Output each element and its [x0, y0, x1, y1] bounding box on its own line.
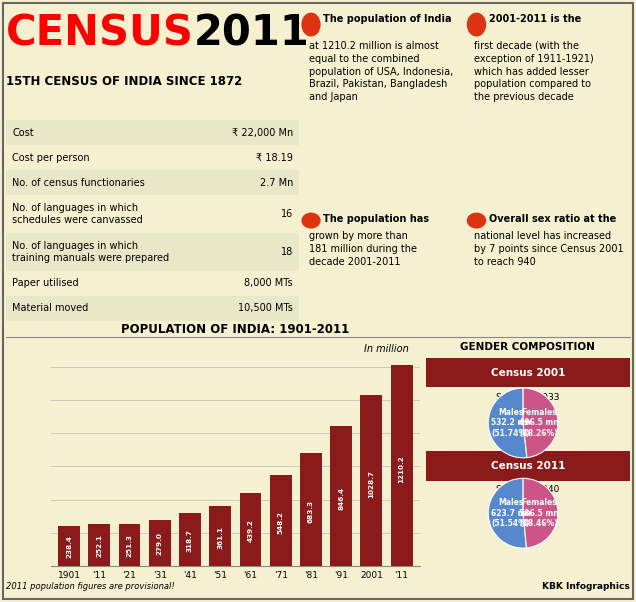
Bar	[149, 520, 170, 566]
Bar	[300, 453, 322, 566]
Text: 2.7 Mn: 2.7 Mn	[259, 178, 293, 188]
Text: 318.7: 318.7	[187, 529, 193, 552]
Bar	[6, 120, 299, 145]
Bar	[6, 195, 299, 233]
Text: 238.4: 238.4	[66, 535, 72, 558]
Circle shape	[302, 13, 320, 36]
Text: KBK Infographics: KBK Infographics	[542, 583, 630, 591]
Text: Material moved: Material moved	[12, 303, 88, 314]
Text: 279.0: 279.0	[156, 532, 163, 555]
Text: 2011 population figures are provisional!: 2011 population figures are provisional!	[6, 583, 175, 591]
Bar	[6, 145, 299, 170]
Bar	[270, 475, 291, 566]
Text: 10,500 MTs: 10,500 MTs	[238, 303, 293, 314]
Wedge shape	[488, 478, 527, 548]
Bar	[118, 524, 141, 566]
Text: 846.4: 846.4	[338, 487, 344, 510]
Bar	[6, 233, 299, 271]
Text: Females
586.5 mn
(48.46%): Females 586.5 mn (48.46%)	[519, 498, 558, 528]
Wedge shape	[523, 478, 558, 548]
Text: No. of census functionaries: No. of census functionaries	[12, 178, 145, 188]
Text: CENSUS: CENSUS	[6, 12, 194, 54]
Bar	[426, 358, 630, 388]
Text: Females
496.5 mn
(48.26%): Females 496.5 mn (48.26%)	[519, 408, 558, 438]
Bar	[209, 506, 231, 566]
Text: 1210.2: 1210.2	[399, 456, 404, 483]
Text: 2001-2011 is the: 2001-2011 is the	[489, 14, 581, 24]
Title: POPULATION OF INDIA: 1901-2011: POPULATION OF INDIA: 1901-2011	[121, 323, 349, 336]
Text: first decade (with the
exception of 1911-1921)
which has added lesser
population: first decade (with the exception of 1911…	[474, 41, 594, 102]
Text: Overall sex ratio at the: Overall sex ratio at the	[489, 214, 616, 224]
Text: Males
532.2 mn
(51.74%): Males 532.2 mn (51.74%)	[491, 408, 531, 438]
Circle shape	[302, 213, 320, 228]
Bar	[6, 170, 299, 195]
Text: Paper utilised: Paper utilised	[12, 279, 79, 288]
Text: 2011: 2011	[193, 12, 310, 54]
Text: No. of languages in which
training manuals were prepared: No. of languages in which training manua…	[12, 241, 169, 263]
Text: Males
623.7 mn
(51.54%): Males 623.7 mn (51.54%)	[491, 498, 531, 528]
Bar	[6, 296, 299, 321]
Text: The population of India: The population of India	[323, 14, 452, 24]
Text: The population has: The population has	[323, 214, 429, 224]
Bar	[88, 524, 110, 566]
Text: 683.3: 683.3	[308, 500, 314, 523]
Text: at 1210.2 million is almost
equal to the combined
population of USA, Indonesia,
: at 1210.2 million is almost equal to the…	[308, 41, 453, 102]
Text: 439.2: 439.2	[247, 520, 253, 542]
Text: Sex ratio: 940: Sex ratio: 940	[496, 485, 560, 494]
Text: Census 2001: Census 2001	[491, 368, 565, 377]
Text: 361.1: 361.1	[218, 526, 223, 548]
Circle shape	[467, 213, 485, 228]
Text: 251.3: 251.3	[127, 535, 132, 557]
Wedge shape	[523, 388, 558, 458]
Text: Cost: Cost	[12, 128, 34, 138]
Text: ₹ 18.19: ₹ 18.19	[256, 153, 293, 163]
Text: 15TH CENSUS OF INDIA SINCE 1872: 15TH CENSUS OF INDIA SINCE 1872	[6, 75, 242, 88]
Text: GENDER COMPOSITION: GENDER COMPOSITION	[460, 342, 595, 352]
Bar	[361, 396, 382, 566]
Bar	[58, 526, 80, 566]
Text: ₹ 22,000 Mn: ₹ 22,000 Mn	[232, 128, 293, 138]
Bar	[330, 426, 352, 566]
Text: No. of languages in which
schedules were canvassed: No. of languages in which schedules were…	[12, 203, 143, 225]
Text: Cost per person: Cost per person	[12, 153, 90, 163]
Text: national level has increased
by 7 points since Census 2001
to reach 940: national level has increased by 7 points…	[474, 231, 624, 267]
Text: 548.2: 548.2	[278, 510, 284, 534]
Bar	[240, 493, 261, 566]
Text: 1028.7: 1028.7	[368, 470, 375, 498]
Text: In million: In million	[364, 344, 409, 354]
Bar	[391, 365, 413, 566]
Text: 16: 16	[281, 209, 293, 219]
Text: Sex ratio: 933: Sex ratio: 933	[496, 393, 560, 402]
Circle shape	[467, 13, 485, 36]
Text: 18: 18	[281, 247, 293, 257]
Text: 252.1: 252.1	[96, 535, 102, 557]
Text: 8,000 MTs: 8,000 MTs	[244, 279, 293, 288]
Wedge shape	[488, 388, 527, 458]
Bar	[179, 513, 201, 566]
Text: grown by more than
181 million during the
decade 2001-2011: grown by more than 181 million during th…	[308, 231, 417, 267]
Bar	[6, 271, 299, 296]
Text: Census 2011: Census 2011	[491, 461, 565, 471]
Bar	[426, 452, 630, 481]
